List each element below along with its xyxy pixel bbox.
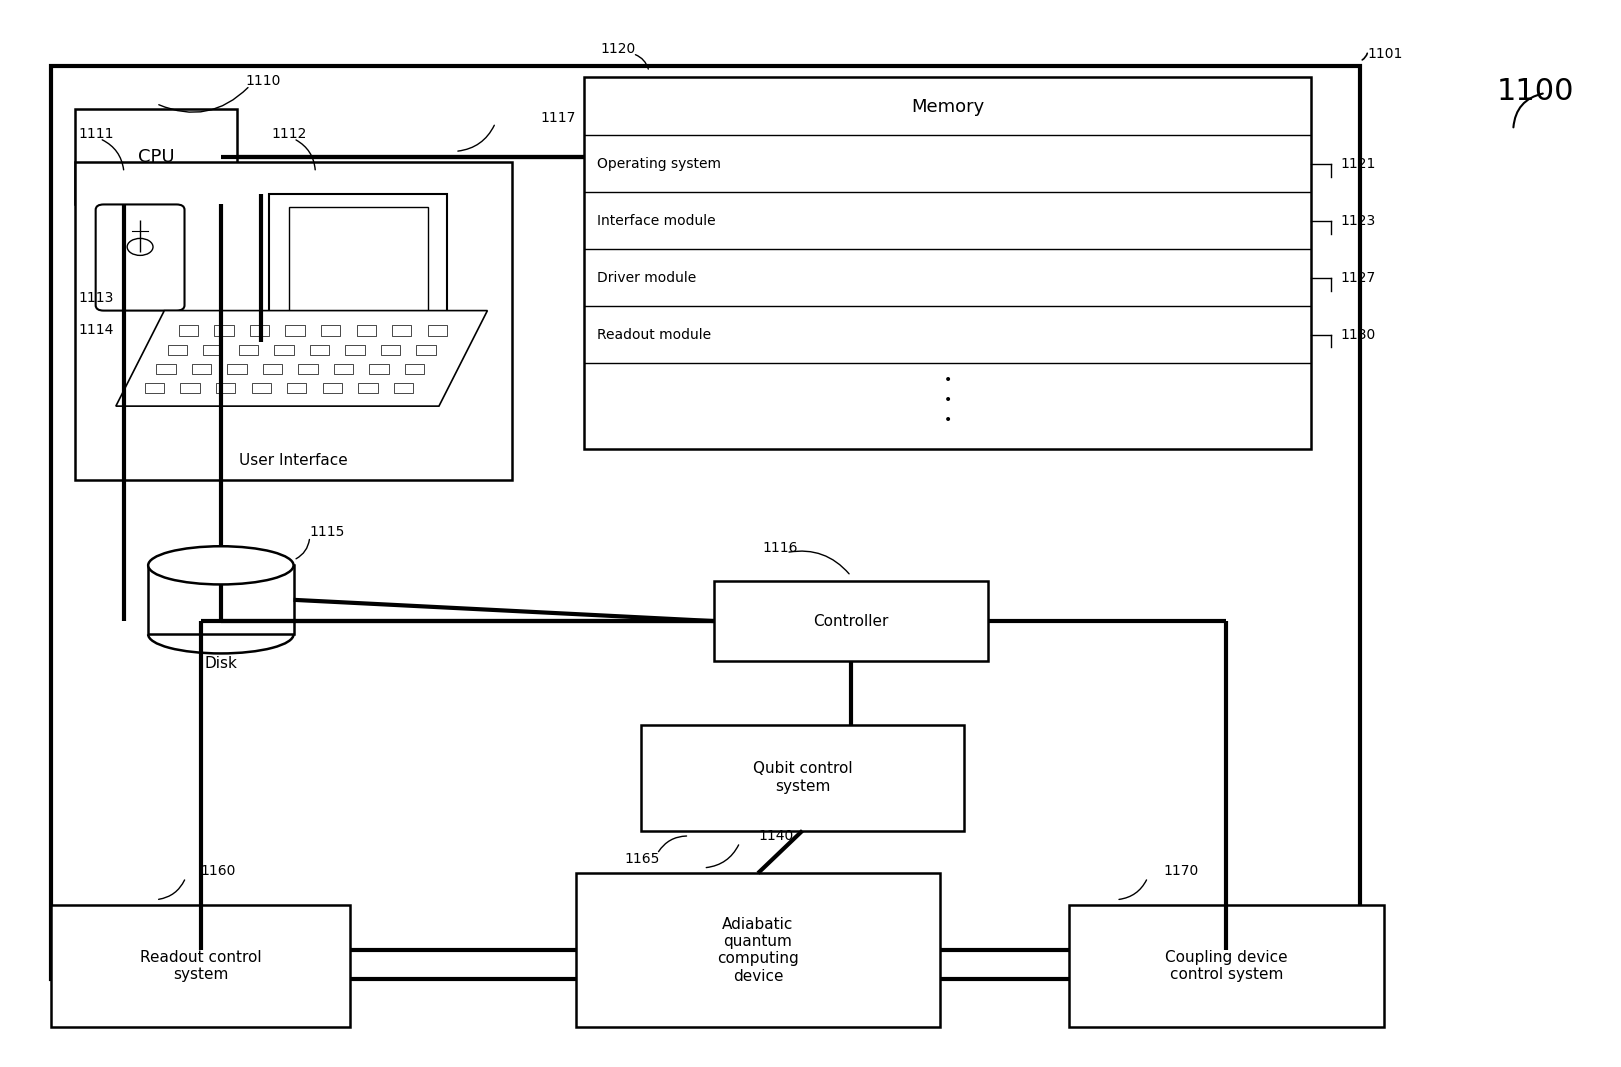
- FancyBboxPatch shape: [76, 162, 512, 480]
- Text: 1140: 1140: [759, 829, 793, 843]
- Text: •: •: [943, 373, 952, 387]
- FancyBboxPatch shape: [76, 109, 237, 205]
- FancyBboxPatch shape: [357, 325, 376, 336]
- FancyBboxPatch shape: [713, 582, 989, 660]
- Text: 1121: 1121: [1341, 157, 1376, 171]
- Text: 1120: 1120: [600, 42, 635, 55]
- Text: 1165: 1165: [624, 851, 660, 866]
- FancyBboxPatch shape: [52, 905, 350, 1028]
- Text: 1100: 1100: [1498, 77, 1574, 106]
- FancyBboxPatch shape: [178, 325, 198, 336]
- FancyBboxPatch shape: [417, 345, 436, 355]
- FancyBboxPatch shape: [575, 873, 940, 1028]
- Text: 1123: 1123: [1341, 213, 1376, 228]
- Text: 1160: 1160: [201, 864, 237, 878]
- FancyBboxPatch shape: [640, 724, 964, 831]
- FancyBboxPatch shape: [428, 325, 447, 336]
- Text: Disk: Disk: [204, 655, 237, 670]
- Text: 1116: 1116: [762, 541, 798, 555]
- Text: 1127: 1127: [1341, 271, 1376, 285]
- Text: Coupling device
control system: Coupling device control system: [1165, 950, 1287, 983]
- FancyBboxPatch shape: [334, 364, 353, 375]
- Text: CPU: CPU: [138, 147, 175, 165]
- Text: 1112: 1112: [272, 127, 306, 141]
- Text: •: •: [943, 413, 952, 427]
- FancyBboxPatch shape: [251, 383, 271, 394]
- Text: 1130: 1130: [1341, 328, 1376, 341]
- Text: Operating system: Operating system: [597, 157, 721, 171]
- Text: 1113: 1113: [79, 291, 113, 305]
- FancyBboxPatch shape: [323, 383, 342, 394]
- Text: •: •: [943, 394, 952, 408]
- Text: 1101: 1101: [1368, 47, 1404, 61]
- FancyBboxPatch shape: [167, 345, 186, 355]
- FancyBboxPatch shape: [227, 364, 246, 375]
- FancyBboxPatch shape: [405, 364, 425, 375]
- FancyBboxPatch shape: [345, 345, 365, 355]
- FancyBboxPatch shape: [310, 345, 329, 355]
- FancyBboxPatch shape: [250, 325, 269, 336]
- Text: 1115: 1115: [310, 525, 345, 539]
- Text: Qubit control
system: Qubit control system: [752, 762, 853, 794]
- FancyBboxPatch shape: [392, 325, 412, 336]
- Text: Readout module: Readout module: [597, 328, 712, 341]
- FancyBboxPatch shape: [1068, 905, 1384, 1028]
- Text: Memory: Memory: [911, 98, 984, 116]
- FancyBboxPatch shape: [298, 364, 318, 375]
- FancyBboxPatch shape: [238, 345, 258, 355]
- FancyBboxPatch shape: [370, 364, 389, 375]
- Polygon shape: [115, 310, 488, 407]
- Text: Adiabatic
quantum
computing
device: Adiabatic quantum computing device: [716, 917, 799, 984]
- FancyBboxPatch shape: [285, 325, 305, 336]
- Text: Driver module: Driver module: [597, 271, 697, 285]
- Text: 1170: 1170: [1164, 864, 1198, 878]
- FancyBboxPatch shape: [381, 345, 400, 355]
- Text: 1110: 1110: [245, 74, 280, 87]
- Text: Readout control
system: Readout control system: [139, 950, 261, 983]
- FancyBboxPatch shape: [203, 345, 222, 355]
- FancyBboxPatch shape: [216, 383, 235, 394]
- FancyBboxPatch shape: [287, 383, 306, 394]
- Ellipse shape: [148, 546, 293, 585]
- FancyBboxPatch shape: [156, 364, 175, 375]
- FancyBboxPatch shape: [394, 383, 413, 394]
- FancyBboxPatch shape: [180, 383, 199, 394]
- FancyBboxPatch shape: [584, 77, 1311, 448]
- FancyBboxPatch shape: [274, 345, 293, 355]
- FancyBboxPatch shape: [214, 325, 233, 336]
- FancyBboxPatch shape: [263, 364, 282, 375]
- FancyBboxPatch shape: [191, 364, 211, 375]
- FancyBboxPatch shape: [52, 66, 1360, 980]
- FancyBboxPatch shape: [269, 194, 447, 332]
- FancyBboxPatch shape: [96, 205, 185, 310]
- Circle shape: [126, 238, 152, 255]
- FancyBboxPatch shape: [144, 383, 164, 394]
- Text: 1117: 1117: [541, 111, 575, 125]
- Text: Controller: Controller: [814, 614, 888, 628]
- Text: Interface module: Interface module: [597, 213, 716, 228]
- Text: 1111: 1111: [79, 127, 113, 141]
- FancyBboxPatch shape: [358, 383, 378, 394]
- Text: 1114: 1114: [79, 323, 113, 337]
- FancyBboxPatch shape: [321, 325, 340, 336]
- Text: User Interface: User Interface: [240, 452, 349, 467]
- FancyBboxPatch shape: [148, 566, 293, 635]
- FancyBboxPatch shape: [289, 207, 428, 319]
